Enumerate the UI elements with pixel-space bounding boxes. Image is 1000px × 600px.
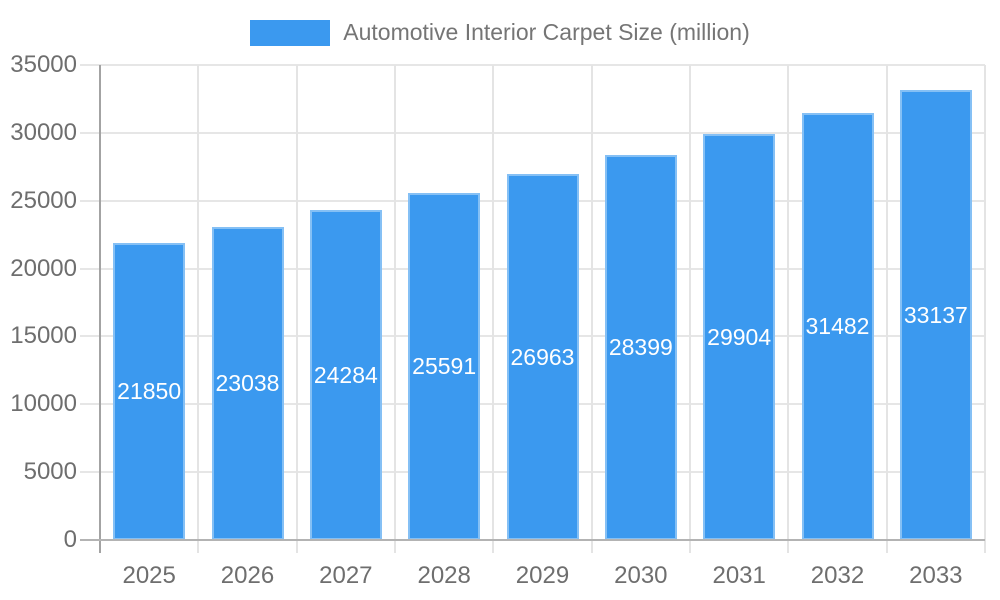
y-tick-label: 30000 <box>10 118 77 146</box>
y-tick-label: 15000 <box>10 322 77 350</box>
bar-value-label: 26963 <box>510 343 575 370</box>
x-tick-label: 2028 <box>417 562 471 589</box>
horizontal-gridline <box>80 64 985 66</box>
vertical-gridline <box>984 65 986 553</box>
vertical-gridline <box>197 65 200 553</box>
y-tick-label: 25000 <box>10 186 77 214</box>
horizontal-gridline <box>80 131 985 134</box>
x-tick-label: 2033 <box>909 562 963 589</box>
bar-value-label: 28399 <box>608 333 673 360</box>
bar-value-label: 33137 <box>903 301 968 328</box>
x-tick-label: 2029 <box>515 562 570 589</box>
bar[interactable]: 21850 <box>113 243 186 540</box>
x-axis-line <box>80 539 985 541</box>
y-tick-label: 20000 <box>10 254 77 282</box>
vertical-gridline <box>590 65 593 553</box>
y-axis-line <box>99 65 101 553</box>
vertical-gridline <box>787 65 790 553</box>
x-tick-label: 2031 <box>712 562 766 589</box>
bar-value-label: 23038 <box>215 370 280 397</box>
vertical-gridline <box>689 65 691 553</box>
y-tick-label: 5000 <box>23 458 77 486</box>
bar[interactable]: 25591 <box>408 192 481 540</box>
x-tick-label: 2027 <box>319 562 373 589</box>
x-tick-label: 2026 <box>220 562 275 589</box>
legend-label: Automotive Interior Carpet Size (million… <box>343 19 750 45</box>
x-tick-label: 2032 <box>810 562 865 589</box>
bar-value-label: 25591 <box>412 352 477 379</box>
bar[interactable]: 28399 <box>604 154 677 540</box>
bar[interactable]: 23038 <box>211 227 284 540</box>
bar-value-label: 31482 <box>805 312 870 339</box>
chart-legend: Automotive Interior Carpet Size (million… <box>0 17 1000 48</box>
bar[interactable]: 29904 <box>703 134 776 540</box>
bar-value-label: 24284 <box>313 361 378 388</box>
bar-value-label: 21850 <box>117 378 182 405</box>
bar[interactable]: 31482 <box>801 112 874 540</box>
vertical-gridline <box>394 65 396 553</box>
bar[interactable]: 24284 <box>309 210 382 540</box>
bar-value-label: 29904 <box>707 323 772 350</box>
vertical-gridline <box>885 65 888 553</box>
y-tick-label: 0 <box>63 526 77 553</box>
vertical-gridline <box>492 65 495 553</box>
y-tick-label: 10000 <box>10 390 77 418</box>
bar[interactable]: 33137 <box>899 90 972 540</box>
x-tick-label: 2030 <box>614 562 668 589</box>
y-tick-label: 35000 <box>10 51 77 78</box>
vertical-gridline <box>295 65 298 553</box>
bar[interactable]: 26963 <box>506 174 579 540</box>
legend-swatch <box>250 19 331 46</box>
x-tick-label: 2025 <box>122 562 176 589</box>
